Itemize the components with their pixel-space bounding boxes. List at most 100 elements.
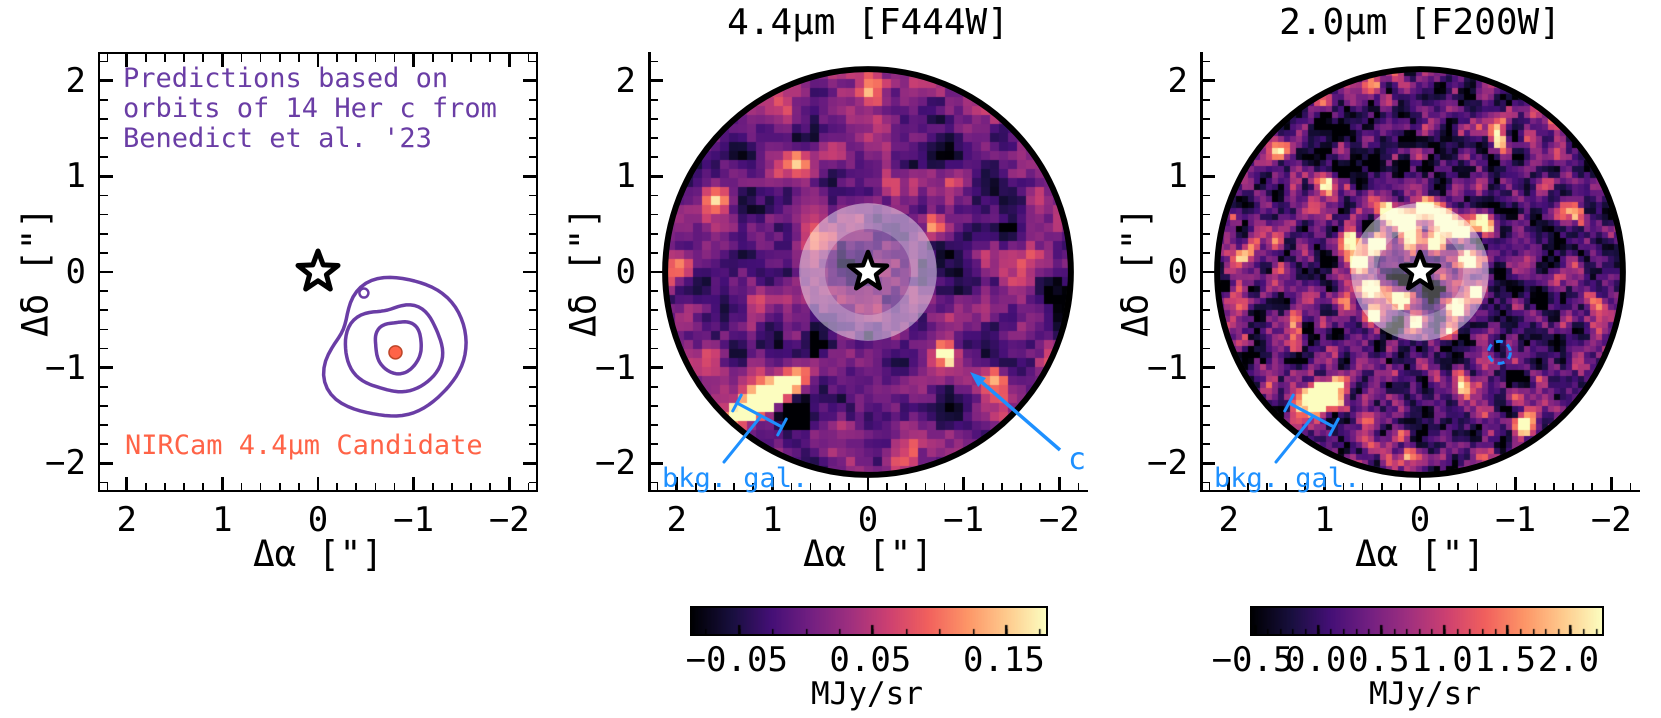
bottom-tick (183, 482, 185, 490)
image-edge-circle (662, 66, 1074, 478)
left-tick (1202, 194, 1210, 197)
top-tick (393, 54, 396, 62)
bottom-tick (393, 482, 396, 490)
bottom-tick (1342, 482, 1345, 490)
bkg-gal-label: bkg. gal. (662, 463, 809, 494)
bottom-tick (125, 477, 128, 490)
colorbar-tick-label: 0.05 (829, 640, 912, 680)
orbit-probability-contour-2 (343, 303, 445, 394)
left-tick (650, 79, 663, 82)
top-tick (221, 54, 224, 67)
bottom-tick (412, 477, 415, 490)
x-tick-label: −1 (943, 500, 985, 540)
right-tick (528, 443, 536, 445)
bottom-tick (298, 482, 300, 490)
bottom-tick (1438, 482, 1440, 490)
left-tick (1202, 443, 1210, 445)
left-tick (100, 156, 108, 158)
y-tick-label: −1 (1147, 347, 1188, 388)
bkg-gal-pointer-line (1274, 393, 1340, 464)
left-tick (650, 290, 658, 292)
bottom-tick (451, 482, 453, 490)
f200w-image-panel: 2 2 1 1 0 0 −1 −1 −2 −2 bkg. gal. (1147, 52, 1640, 540)
left-tick (650, 175, 663, 178)
y-axis-spine (1200, 52, 1203, 492)
left-tick (650, 270, 663, 274)
bottom-tick (1380, 482, 1383, 490)
bottom-tick (1418, 477, 1422, 490)
bottom-tick (489, 482, 491, 490)
coronagraph-mask-ring (1351, 203, 1489, 341)
top-tick (412, 54, 415, 67)
left-tick (1202, 462, 1215, 465)
bottom-tick (1058, 477, 1061, 490)
left-tick (1202, 481, 1210, 484)
y-tick-label: 2 (1167, 60, 1188, 101)
image-edge-circle (1214, 66, 1626, 478)
left-tick (650, 481, 658, 484)
y-tick-label: 2 (65, 60, 86, 101)
top-tick (164, 54, 166, 62)
left-tick (1202, 405, 1210, 407)
bottom-tick (240, 482, 243, 490)
bottom-tick (259, 482, 262, 490)
orbit-probability-contour-1 (321, 275, 468, 418)
y-tick-label: −1 (45, 347, 86, 388)
right-tick (528, 156, 536, 158)
bottom-tick (1495, 482, 1498, 490)
top-tick (145, 54, 147, 62)
orbit-marker-circle (358, 287, 370, 299)
left-tick (650, 213, 658, 216)
left-tick (650, 405, 658, 407)
bottom-tick (355, 482, 358, 490)
left-tick (650, 232, 658, 235)
bottom-tick (316, 477, 320, 490)
y-axis-label-f444w: Δδ ["] (563, 206, 605, 338)
left-tick (650, 328, 658, 331)
y-tick-label: 0 (1167, 252, 1188, 292)
bottom-tick (1361, 482, 1364, 490)
bottom-tick (1247, 482, 1249, 490)
bottom-tick (1457, 482, 1460, 490)
left-tick (1202, 328, 1210, 331)
bottom-tick (336, 482, 338, 490)
orbit-probability-contour-3 (373, 320, 423, 376)
y-axis-label-prediction: Δδ ["] (15, 206, 57, 338)
colorbar-tick-label: 2.0 (1537, 640, 1600, 680)
left-tick (100, 385, 108, 388)
y-tick-label: 0 (65, 252, 86, 292)
colorbar-f444w-gradient (692, 608, 1046, 634)
bottom-tick (1400, 482, 1402, 490)
colorbar-unit-f200w: MJy/sr (1369, 676, 1481, 712)
bottom-tick (1610, 477, 1613, 490)
top-tick (240, 54, 243, 62)
y-tick-label: −2 (45, 443, 86, 484)
x-tick-label: 2 (1218, 500, 1239, 540)
bottom-tick (164, 482, 166, 490)
x-tick-label: 1 (762, 500, 783, 540)
colorbar-tick-label: 1.5 (1474, 640, 1536, 680)
bkg-gal-pointer-line (722, 393, 788, 464)
colorbar-tick-label: 0.5 (1348, 640, 1410, 680)
bottom-tick (943, 482, 946, 490)
colorbar-tick-label: −0.05 (685, 640, 788, 680)
panel-title-f200w: 2.0μm [F200W] (1279, 2, 1561, 43)
left-tick (1202, 290, 1210, 292)
left-tick (650, 309, 658, 312)
bkg-gal-bracket (722, 393, 788, 464)
x-tick-label: −2 (1590, 500, 1632, 540)
bottom-tick (1304, 482, 1306, 490)
right-tick (528, 252, 536, 254)
colorbar-f200w-gradient (1252, 608, 1602, 634)
right-tick (528, 424, 536, 426)
bottom-tick (656, 482, 659, 490)
top-tick (106, 54, 109, 62)
f444w-image-panel: 2 2 1 1 0 0 −1 −1 −2 −2 bkg. gal. c (595, 52, 1088, 540)
bottom-tick (1077, 482, 1080, 490)
bottom-tick (790, 482, 793, 490)
left-tick (100, 79, 113, 82)
bottom-tick (374, 482, 377, 490)
bottom-tick (145, 482, 147, 490)
left-tick (100, 443, 108, 445)
top-tick (489, 54, 491, 62)
